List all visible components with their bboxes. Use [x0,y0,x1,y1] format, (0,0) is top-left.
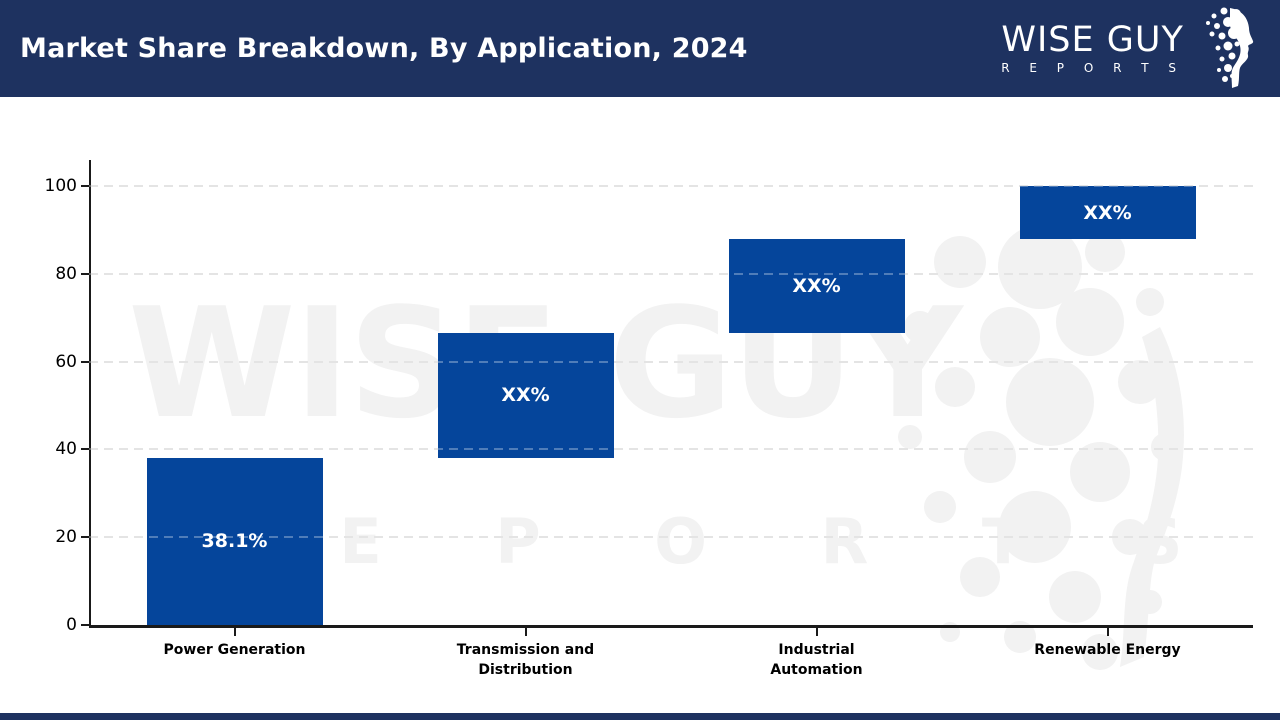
bar-value-label: XX% [792,274,841,297]
gridline [89,360,1253,363]
x-category-label: Renewable Energy [978,640,1238,660]
header: Market Share Breakdown, By Application, … [0,0,1280,97]
y-tick-label: 20 [55,527,77,548]
x-category-label-line: Renewable Energy [1034,642,1181,658]
gridline-overlay [89,536,1253,539]
y-tick-label: 40 [55,439,77,460]
y-tick-label: 60 [55,351,77,372]
gridline-overlay [89,185,1253,187]
y-tick [81,624,89,626]
bar-segment: XX% [1019,186,1196,239]
chart-area: WISE GUY R E P O R T S 0 20 40 60 80 100 38.1%… [0,97,1280,713]
page-title: Market Share Breakdown, By Application, … [20,33,748,64]
gridline-overlay [89,272,1253,275]
bar-value-label: XX% [1083,201,1132,224]
brand-logo-text: WISE GUY R E P O R T S [1001,19,1184,75]
brand-logo: WISE GUY R E P O R T S [1001,6,1254,92]
x-tick [1106,628,1109,636]
y-tick-label: 0 [66,615,77,635]
brand-tagline: R E P O R T S [1001,60,1184,75]
y-tick [81,448,89,451]
y-tick [81,360,89,363]
watermark-text-reports: R E P O R T S [178,505,1229,578]
gridline-overlay [89,360,1253,363]
y-tick [81,185,89,187]
y-tick-label: 100 [44,176,77,196]
x-category-label-line: Distribution [478,662,573,678]
y-tick-label: 80 [55,263,77,284]
gridline-overlay [89,448,1253,451]
axis-bottom-spine [89,625,1253,628]
logo-face-icon [1192,6,1254,92]
bar-value-label: 38.1% [201,530,268,553]
gridline [89,272,1253,275]
gridline [89,185,1253,187]
x-category-label-line: Power Generation [163,642,306,658]
bar-value-label: XX% [501,384,550,407]
y-tick [81,272,89,275]
x-category-label-line: Industrial [778,642,855,658]
bar-segment: XX% [437,333,614,458]
bar-segment: 38.1% [146,457,323,625]
y-tick [81,536,89,539]
gridline [89,536,1253,539]
x-tick [815,628,818,636]
x-category-label-line: Automation [770,662,863,678]
x-category-label: Power Generation [105,640,365,660]
x-tick [233,628,236,636]
brand-name: WISE GUY [1001,19,1184,60]
gridline [89,448,1253,451]
x-tick [524,628,527,636]
axis-left-spine [89,160,91,628]
x-category-label: Transmission and Distribution [396,640,656,680]
x-category-label-line: Transmission and [456,642,595,658]
x-category-label: Industrial Automation [687,640,947,680]
footer-bar [0,713,1280,720]
bar-segment: XX% [728,238,905,334]
